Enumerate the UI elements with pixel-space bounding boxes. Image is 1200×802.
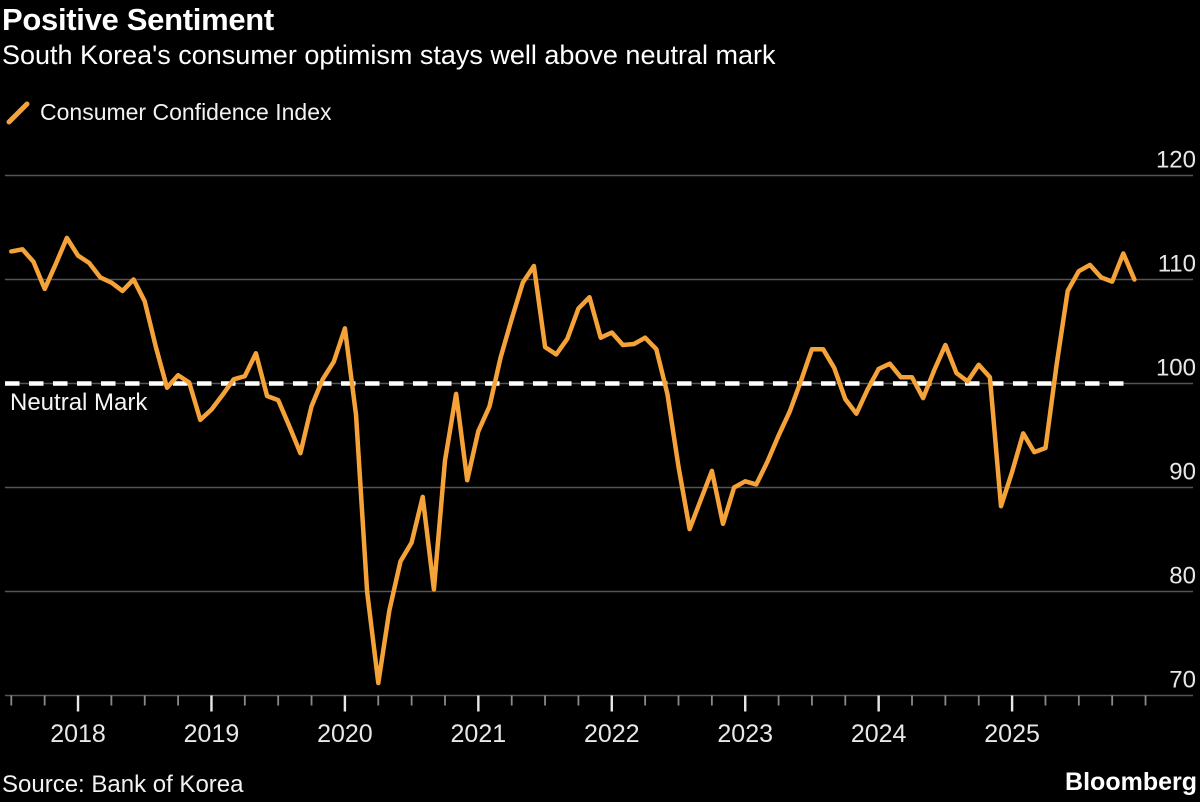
legend-line-swatch-icon	[6, 101, 30, 125]
y-tick-label: 80	[1169, 563, 1196, 590]
x-tick-label: 2019	[184, 720, 240, 748]
y-tick-label: 70	[1169, 667, 1196, 694]
source-note: Source: Bank of Korea	[2, 771, 244, 798]
legend-slash-icon	[6, 101, 30, 124]
legend-label: Consumer Confidence Index	[40, 99, 332, 125]
page-title: Positive Sentiment	[2, 2, 274, 37]
confidence-line	[9, 235, 1137, 686]
y-tick-label: 100	[1156, 355, 1196, 382]
x-tick-label: 2024	[851, 720, 907, 748]
x-tick-label: 2021	[451, 720, 507, 748]
x-tick-label: 2022	[584, 720, 640, 748]
chart-subtitle: South Korea's consumer optimism stays we…	[2, 40, 776, 70]
y-tick-label: 110	[1158, 251, 1196, 278]
y-tick-label: 120	[1156, 147, 1196, 174]
neutral-mark-label: Neutral Mark	[10, 389, 148, 416]
legend: Consumer Confidence Index	[6, 99, 332, 126]
x-tick-label: 2018	[50, 720, 106, 748]
bloomberg-logo: Bloomberg	[1065, 768, 1197, 796]
x-tick-label: 2023	[717, 720, 773, 748]
x-tick-label: 2025	[984, 720, 1040, 748]
x-tick-label: 2020	[317, 720, 373, 748]
y-tick-label: 90	[1169, 459, 1196, 486]
